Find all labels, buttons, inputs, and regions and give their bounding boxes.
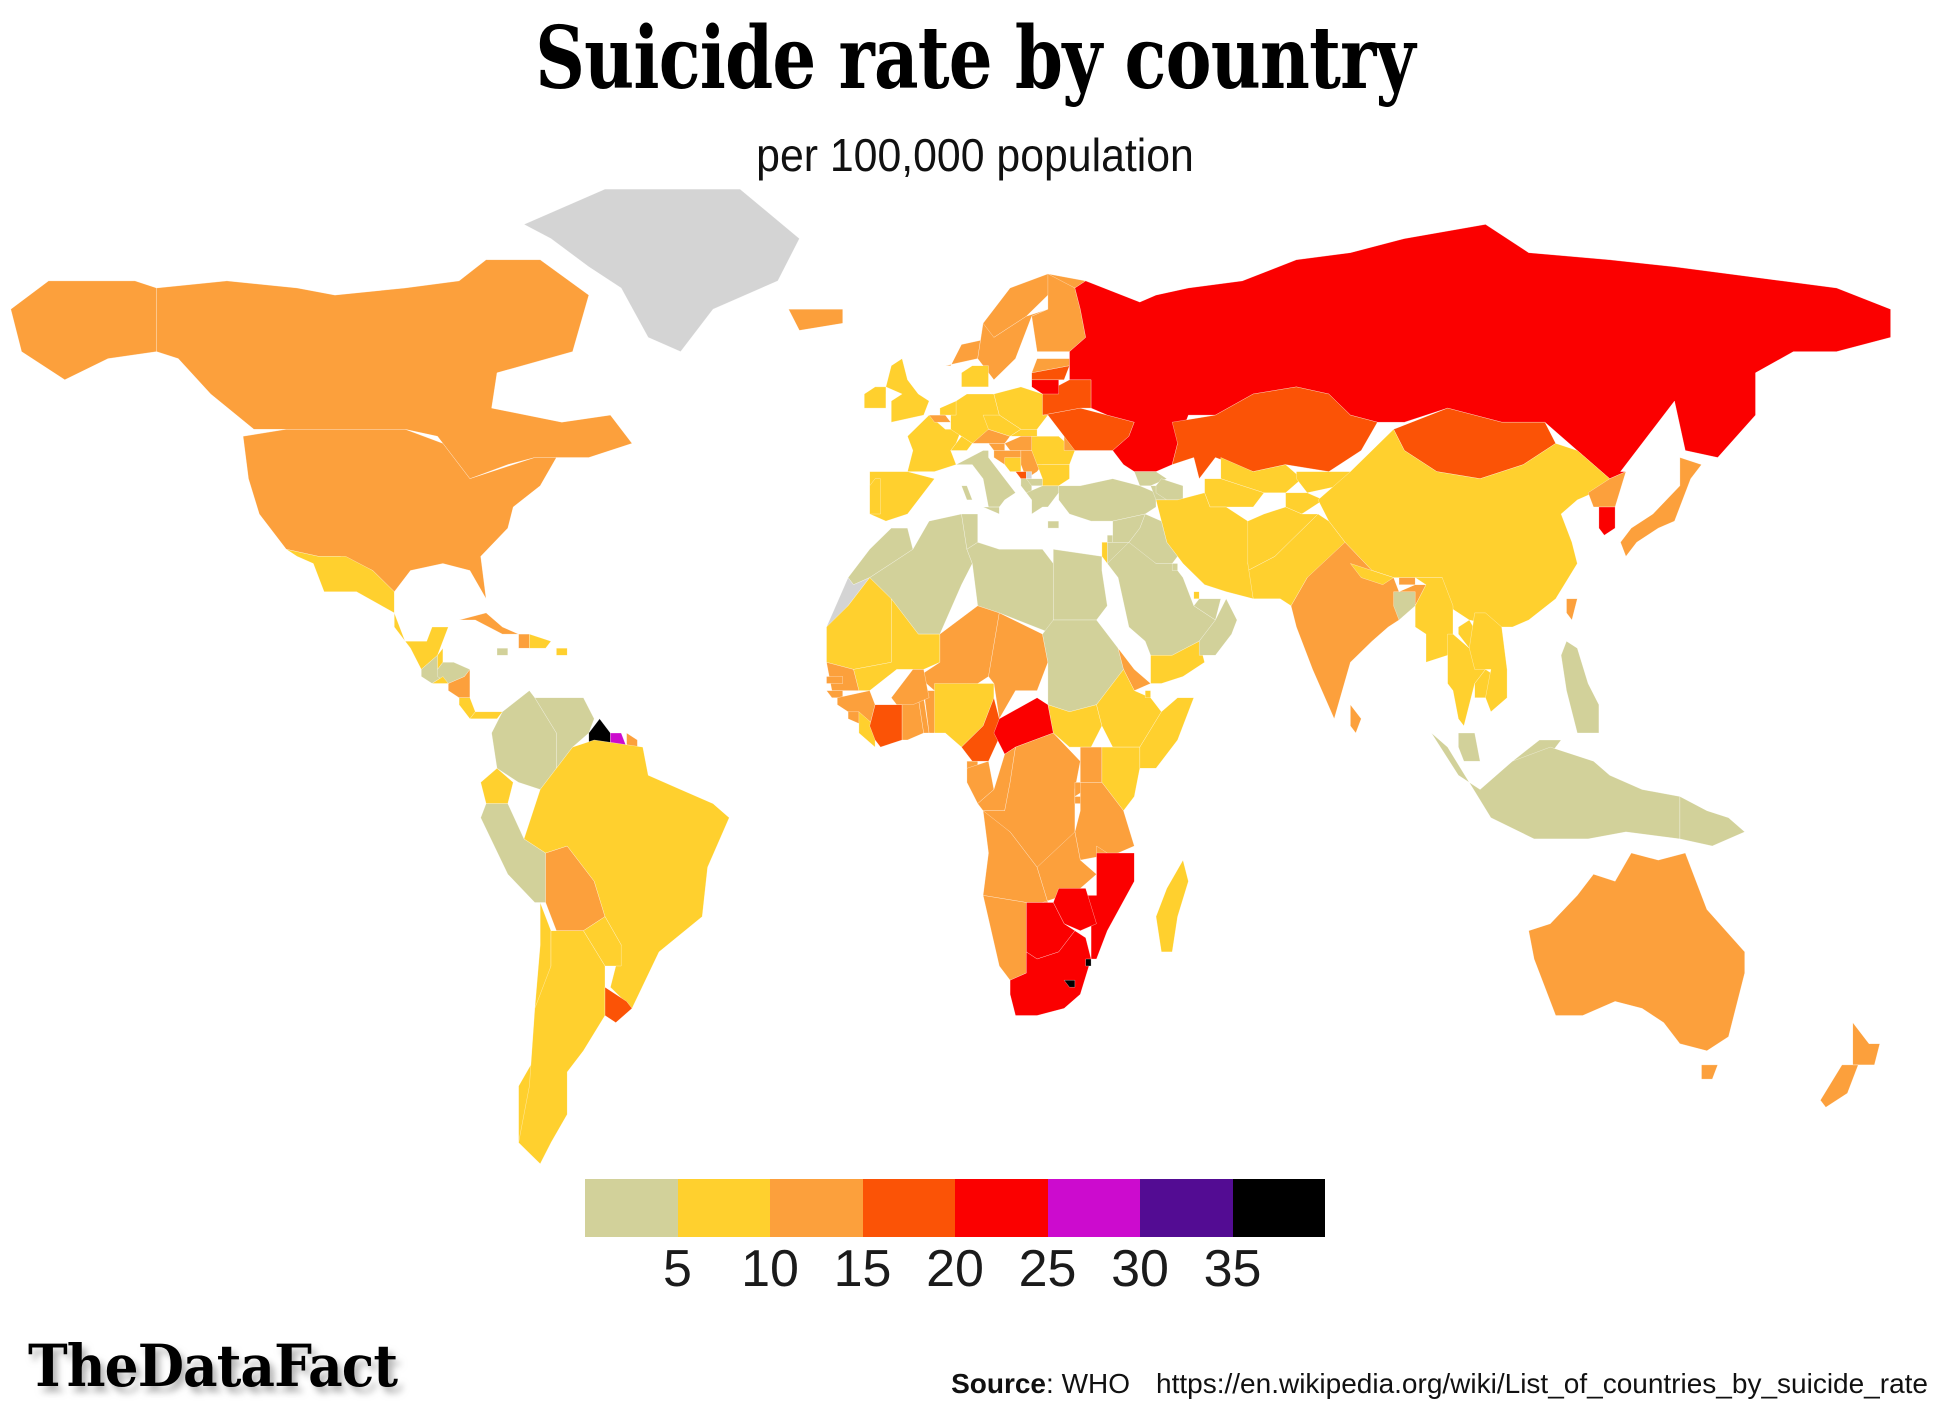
country-madagascar: Madagascar — 5-10 xyxy=(1155,859,1189,953)
legend-tick-30: 30 xyxy=(1111,1240,1169,1298)
legend-swatch-30-35 xyxy=(1140,1179,1233,1237)
legend-tick-20: 20 xyxy=(926,1240,984,1298)
country-haiti: Haiti — 10-15 xyxy=(518,633,530,649)
country-kuwait: Kuwait — 0-5 xyxy=(1172,563,1178,571)
country-vietnam: Vietnam — 5-10 xyxy=(1469,612,1508,712)
country-myanmar: Myanmar — 5-10 xyxy=(1415,577,1454,663)
source-value: WHO xyxy=(1061,1368,1131,1399)
country-brazil: Brazil — 5-10 xyxy=(523,739,730,1009)
country-guinea-bissau: Guinea-Bissau — 10-15 xyxy=(826,690,843,698)
country-belgium: Belgium — 10-15 xyxy=(928,414,951,423)
world-map-svg: Greenland — no dataCanada — 10-15United … xyxy=(10,188,1891,1164)
country-nepal: Nepal — 5-10 xyxy=(1350,563,1394,585)
legend-swatch-5-10 xyxy=(677,1179,770,1237)
page-subtitle: per 100,000 population xyxy=(756,129,1194,181)
country-layer: Greenland — no dataCanada — 10-15United … xyxy=(10,188,1891,1164)
country-chad: Chad — 10-15 xyxy=(988,612,1049,719)
legend-tick-25: 25 xyxy=(1018,1240,1077,1298)
legend-swatch-25-30 xyxy=(1047,1179,1140,1237)
country-burkina-faso: Burkina Faso — 10-15 xyxy=(891,669,930,705)
country-israel: Israel — 5-10 xyxy=(1101,542,1108,564)
country-denmark: Denmark — 5-10 xyxy=(961,365,989,388)
country-liberia: Liberia — 5-10 xyxy=(858,711,876,748)
legend-swatch-10-15 xyxy=(770,1179,863,1237)
country-uganda: Uganda — 10-15 xyxy=(1080,746,1103,783)
country-tajikistan: Tajikistan — 5-10 xyxy=(1285,492,1324,515)
legend-swatches xyxy=(585,1179,1325,1237)
country-panama: Panama — 5-10 xyxy=(469,711,503,719)
legend-tick-15: 15 xyxy=(833,1240,892,1298)
country-yemen: Yemen — 5-10 xyxy=(1150,641,1205,684)
country-puerto-rico: Puerto Rico — 5-10 xyxy=(556,648,568,656)
legend-swatch-15-20 xyxy=(862,1179,955,1237)
legend-tick-35: 35 xyxy=(1203,1240,1262,1298)
legend-tick-5: 5 xyxy=(663,1240,692,1298)
country-mozambique: Mozambique — 20-25 xyxy=(1085,852,1135,960)
country-portugal: Portugal — 5-10 xyxy=(869,478,881,515)
legend-swatch-35+ xyxy=(1232,1179,1325,1237)
country-bangladesh: Bangladesh — 0-5 xyxy=(1393,591,1416,621)
country-switzerland: Switzerland — 5-10 xyxy=(950,436,973,451)
country-sri-lanka: Sri Lanka — 10-15 xyxy=(1350,704,1362,734)
country-greenland: Greenland — no data xyxy=(523,188,800,352)
country-japan: Japan — 10-15 xyxy=(1620,457,1702,557)
country-turkey: Turkey — 0-5 xyxy=(1058,478,1157,522)
country-jamaica: Jamaica — 0-5 xyxy=(496,648,508,656)
country-papua-new-guinea: Papua New Guinea — 0-5 xyxy=(1679,796,1745,847)
country-argentina: Argentina — 5-10 xyxy=(518,930,606,1164)
country-dominican-republic: Dominican Republic — 5-10 xyxy=(529,633,552,649)
country-somalia: Somalia — 5-10 xyxy=(1139,697,1194,769)
country-slovakia: Slovakia — 5-10 xyxy=(1009,429,1038,437)
country-iceland: Iceland — 10-15 xyxy=(788,309,843,331)
source-credit: Source: WHO https://en.wikipedia.org/wiki… xyxy=(951,1368,1928,1400)
country-cuba: Cuba — 10-15 xyxy=(458,612,519,635)
source-url: https://en.wikipedia.org/wiki/List_of_co… xyxy=(1156,1368,1928,1399)
country-egypt: Egypt — 0-5 xyxy=(1053,549,1108,621)
country-italy: Italy — 0-5 xyxy=(955,450,1016,515)
country-lebanon: Lebanon — 0-5 xyxy=(1107,535,1113,543)
country-lesotho: Lesotho — 35+ xyxy=(1063,980,1076,988)
legend-tick-10: 10 xyxy=(741,1240,799,1298)
country-djibouti: Djibouti — 5-10 xyxy=(1145,690,1151,698)
legend-tick-labels: 5 10 15 20 25 30 35 xyxy=(585,1237,1325,1303)
country-greece: Greece — 0-5 xyxy=(1026,485,1059,529)
country-mexico: Mexico — 5-10 xyxy=(286,549,449,670)
country-uruguay: Uruguay — 15-20 xyxy=(604,987,633,1023)
country-ukraine: Ukraine — 15-20 xyxy=(1042,407,1135,451)
source-separator: : xyxy=(1046,1368,1062,1399)
choropleth-map: Greenland — no dataCanada — 10-15United … xyxy=(0,175,1950,1185)
country-slovenia: Slovenia — 10-15 xyxy=(988,443,1005,451)
legend-swatch-20-25 xyxy=(955,1179,1048,1237)
brand-logo: TheDataFact xyxy=(28,1332,398,1400)
country-gambia: Gambia — 10-15 xyxy=(826,676,843,684)
country-new-zealand: New Zealand — 10-15 xyxy=(1820,1022,1880,1108)
country-bhutan: Bhutan — 10-15 xyxy=(1398,577,1416,585)
country-eswatini: Eswatini — 35+ xyxy=(1085,958,1092,967)
source-label: Source xyxy=(951,1368,1047,1399)
country-namibia: Namibia — 10-15 xyxy=(982,895,1027,981)
country-russia: Russia — 20-25 xyxy=(1069,224,1891,479)
country-bosnia-and-herzegovina: Bosnia and Herzegovina — 5-10 xyxy=(1004,457,1022,472)
country-ireland: Ireland — 5-10 xyxy=(864,386,887,409)
country-united-arab-emirates: United Arab Emirates — 0-5 xyxy=(1193,598,1221,621)
country-south-sudan: South Sudan — 5-10 xyxy=(1047,704,1103,748)
country-oman: Oman — 0-5 xyxy=(1199,598,1238,656)
country-south-korea: South Korea — 20-25 xyxy=(1598,506,1616,536)
country-australia: Australia — 10-15 xyxy=(1528,852,1745,1080)
country-taiwan: Taiwan — 10-15 xyxy=(1566,598,1578,621)
legend-swatch-0-5 xyxy=(585,1179,678,1237)
country-ecuador: Ecuador — 5-10 xyxy=(480,768,514,804)
country-qatar: Qatar — 5-10 xyxy=(1193,591,1200,599)
country-eritrea: Eritrea — 10-15 xyxy=(1117,648,1151,691)
country-philippines: Philippines — 0-5 xyxy=(1560,641,1600,734)
country-kosovo: Kosovo — no data xyxy=(1026,471,1032,479)
country-montenegro: Montenegro — 15-20 xyxy=(1015,471,1027,479)
country-south-africa: South Africa — 20-25 xyxy=(1009,930,1092,1016)
page-title: Suicide rate by country xyxy=(535,8,1415,109)
country-netherlands: Netherlands — 5-10 xyxy=(939,400,957,416)
legend: 5 10 15 20 25 30 35 xyxy=(585,1179,1325,1319)
